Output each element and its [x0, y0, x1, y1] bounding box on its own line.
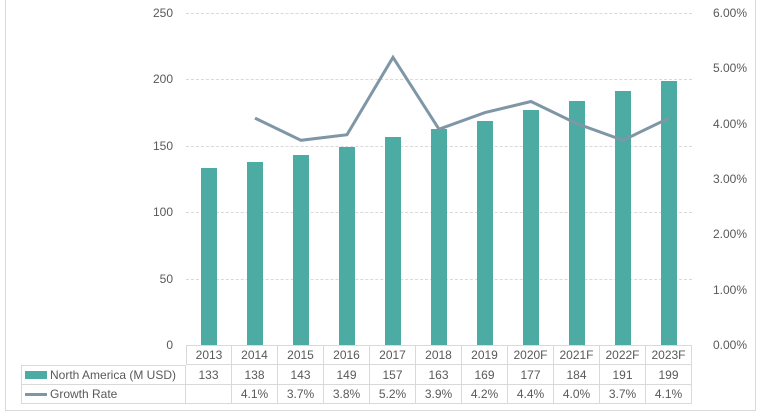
data-table: 2013 2014 2015 2016 2017 2018 2019 2020F 2021F 20… [21, 345, 692, 404]
left-axis-tick: 100 [152, 205, 173, 220]
year-header-cell: 2022F [600, 345, 646, 365]
bar-2018 [431, 128, 447, 345]
line-legend-swatch-icon [25, 392, 47, 396]
year-header-cell: 2020F [508, 345, 554, 365]
bar-2023F [661, 80, 677, 345]
left-axis-tick: 0 [166, 338, 173, 352]
left-axis-tick: 150 [152, 138, 173, 153]
value-cell: 184 [554, 365, 600, 385]
right-axis-tick: 1.00% [713, 282, 748, 297]
legend-label: North America (M USD) [50, 368, 177, 382]
growth-cell [186, 385, 232, 404]
gridline [186, 79, 692, 81]
growth-cell: 4.1% [232, 385, 278, 404]
value-cell: 191 [600, 365, 646, 385]
right-axis-tick: 4.00% [713, 116, 748, 131]
value-cell: 177 [508, 365, 554, 385]
left-axis-tick: 250 [152, 6, 173, 20]
right-axis-tick: 5.00% [713, 61, 748, 76]
year-header-cell: 2021F [554, 345, 600, 365]
legend-cell-growth-rate: Growth Rate [21, 385, 186, 404]
bar-2019 [477, 120, 493, 345]
bar-2016 [339, 147, 355, 345]
value-cell: 133 [186, 365, 232, 385]
gridline [186, 13, 692, 14]
right-axis-tick: 6.00% [713, 6, 748, 20]
year-header-cell: 2017 [370, 345, 416, 365]
growth-cell: 3.7% [278, 385, 324, 404]
year-header-cell: 2013 [186, 345, 232, 365]
year-header-cell: 2019 [462, 345, 508, 365]
value-cell: 169 [462, 365, 508, 385]
right-axis-tick: 3.00% [713, 172, 748, 186]
bar-legend-swatch-icon [25, 371, 47, 379]
year-header-cell: 2023F [646, 345, 692, 365]
growth-rate-polyline [254, 54, 670, 142]
value-cell: 138 [232, 365, 278, 385]
left-axis-tick: 50 [159, 271, 173, 286]
table-corner-blank [21, 345, 186, 365]
value-cell: 149 [324, 365, 370, 385]
year-header-cell: 2018 [416, 345, 462, 365]
value-cell: 157 [370, 365, 416, 385]
bar-2013 [201, 168, 217, 345]
legend-cell-north-america: North America (M USD) [21, 365, 186, 385]
growth-cell: 5.2% [370, 385, 416, 404]
growth-cell: 4.2% [462, 385, 508, 404]
growth-cell: 3.7% [600, 385, 646, 404]
value-cell: 163 [416, 365, 462, 385]
legend-label: Growth Rate [50, 387, 118, 401]
left-axis-tick: 200 [152, 72, 173, 87]
bar-2020F [523, 109, 539, 345]
year-header-cell: 2015 [278, 345, 324, 365]
bar-2015 [293, 155, 309, 345]
bar-2021F [569, 100, 585, 345]
value-cell: 199 [646, 365, 692, 385]
bar-2014 [247, 161, 263, 345]
growth-cell: 4.0% [554, 385, 600, 404]
value-cell: 143 [278, 365, 324, 385]
growth-cell: 3.9% [416, 385, 462, 404]
right-axis-tick: 0.00% [713, 338, 748, 352]
growth-cell: 3.8% [324, 385, 370, 404]
growth-cell: 4.4% [508, 385, 554, 404]
bar-2022F [615, 91, 631, 345]
growth-cell: 4.1% [646, 385, 692, 404]
right-axis-tick: 2.00% [713, 227, 748, 242]
bar-2017 [385, 136, 401, 345]
year-header-cell: 2014 [232, 345, 278, 365]
year-header-cell: 2016 [324, 345, 370, 365]
